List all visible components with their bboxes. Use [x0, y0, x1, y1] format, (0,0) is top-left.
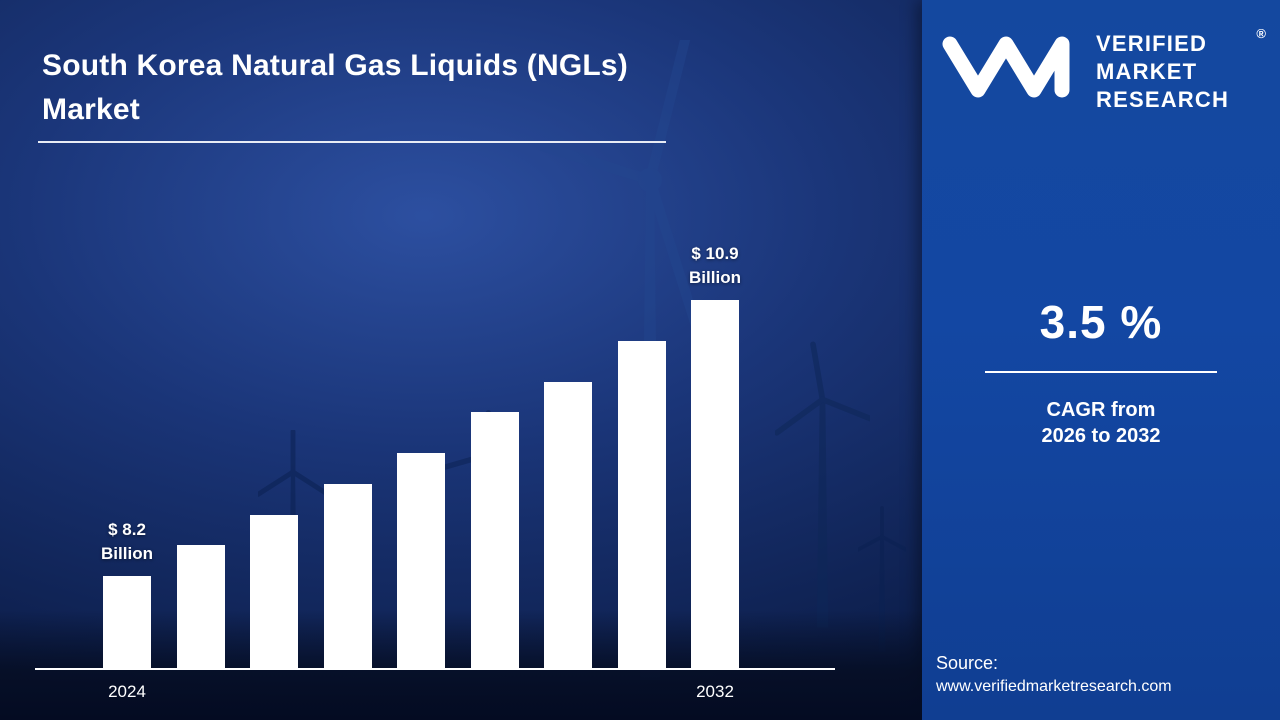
- bar: [250, 515, 298, 668]
- cagr-value: 3.5 %: [1039, 296, 1163, 348]
- x-axis-tick-label: 2032: [696, 682, 734, 701]
- source-url[interactable]: www.verifiedmarketresearch.com: [936, 678, 1172, 695]
- brand-line-2: MARKET: [1096, 59, 1198, 84]
- bar-group: [323, 484, 372, 668]
- cagr-block: 3.5 % CAGR from 2026 to 2032: [922, 295, 1280, 449]
- bar: [176, 545, 225, 668]
- chart-panel: South Korea Natural Gas Liquids (NGLs) M…: [0, 0, 922, 720]
- sidebar: VERIFIED MARKET RESEARCH ® 3.5 % CAGR fr…: [922, 0, 1280, 720]
- brand-name: VERIFIED MARKET RESEARCH: [1096, 30, 1229, 114]
- bar-group: [397, 453, 445, 668]
- registered-mark: ®: [1256, 26, 1266, 41]
- cagr-caption-line-2: 2026 to 2032: [1041, 425, 1161, 447]
- title-underline: [38, 141, 666, 143]
- bar-value-label: $ 10.9 Billion: [689, 243, 741, 288]
- brand-line-3: RESEARCH: [1096, 87, 1230, 112]
- source-block: Source: www.verifiedmarketresearch.com: [936, 653, 1172, 696]
- bar-group: [250, 515, 298, 668]
- bar-value-label: $ 8.2 Billion: [101, 519, 153, 564]
- cagr-underline: [985, 371, 1217, 373]
- bar-chart: $ 8.2 Billion 2024 $ 10.9 Billion 2032: [35, 244, 835, 701]
- source-label: Source:: [936, 653, 999, 673]
- bars: $ 8.2 Billion 2024 $ 10.9 Billion 2032: [101, 244, 741, 701]
- bar: [544, 382, 592, 668]
- brand-line-1: VERIFIED: [1096, 31, 1208, 56]
- bar-group: $ 10.9 Billion 2032: [689, 242, 741, 701]
- bar-group: [470, 412, 519, 668]
- x-axis-tick-label: 2024: [108, 682, 146, 701]
- bar-group: [617, 341, 666, 668]
- bar-group: [544, 382, 592, 668]
- bar-group: $ 8.2 Billion 2024: [101, 518, 153, 701]
- cagr-caption: CAGR from 2026 to 2032: [922, 397, 1280, 449]
- bar: [617, 341, 666, 668]
- bar: [103, 576, 151, 668]
- bar: [397, 453, 445, 668]
- bar: [323, 484, 372, 668]
- wind-turbine-icon: [775, 341, 870, 628]
- brand-logo: VERIFIED MARKET RESEARCH ®: [922, 0, 1280, 114]
- cagr-caption-line-1: CAGR from: [1046, 399, 1156, 421]
- page-title: South Korea Natural Gas Liquids (NGLs) M…: [42, 49, 628, 126]
- bar-group: [176, 545, 225, 668]
- hill-silhouette: [0, 610, 922, 720]
- bar: [470, 412, 519, 668]
- bar: [691, 300, 739, 668]
- vmr-monogram-icon: [942, 36, 1070, 98]
